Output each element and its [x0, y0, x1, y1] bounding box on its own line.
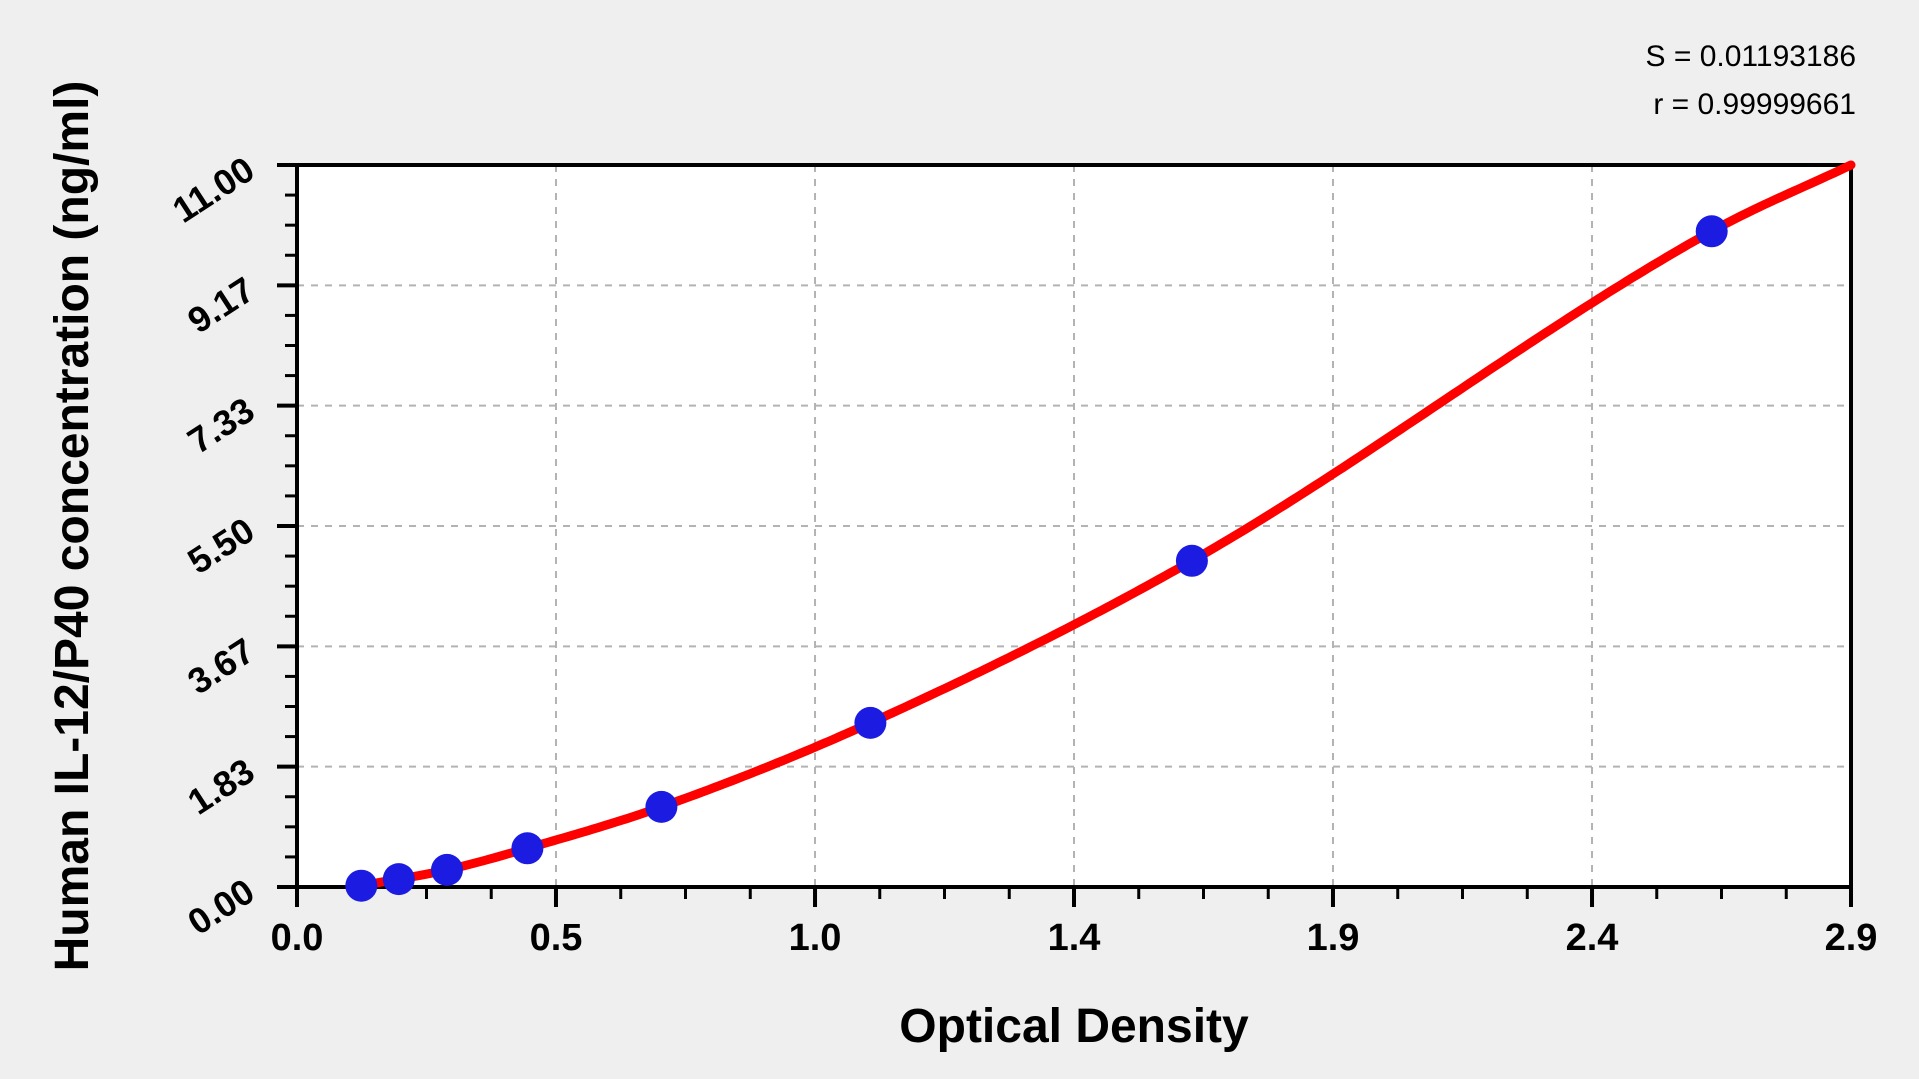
x-tick-label: 0.5 — [530, 917, 583, 959]
data-point — [1695, 215, 1728, 248]
data-point — [1175, 544, 1208, 577]
x-tick-label: 2.4 — [1566, 917, 1619, 959]
fitted-curve — [346, 160, 1856, 893]
x-tick-label: 1.9 — [1307, 917, 1360, 959]
x-axis-title: Optical Density — [899, 1000, 1249, 1053]
data-point — [854, 706, 887, 739]
data-point — [431, 853, 463, 886]
data-point — [382, 863, 415, 896]
x-tick-label: 2.9 — [1825, 917, 1878, 959]
y-axis-title: Human IL-12/P40 concentration (ng/ml) — [46, 81, 99, 972]
x-tick-label: 0.0 — [271, 917, 324, 959]
data-point — [645, 790, 678, 823]
stat-s-value: S = 0.01193186 — [1646, 40, 1856, 73]
plot-border — [295, 163, 1853, 889]
stat-r-value: r = 0.99999661 — [1653, 88, 1856, 121]
x-tick-label: 1.4 — [1048, 917, 1101, 959]
data-point — [511, 832, 544, 865]
x-tick-label: 1.0 — [789, 917, 842, 959]
data-point — [345, 869, 378, 902]
